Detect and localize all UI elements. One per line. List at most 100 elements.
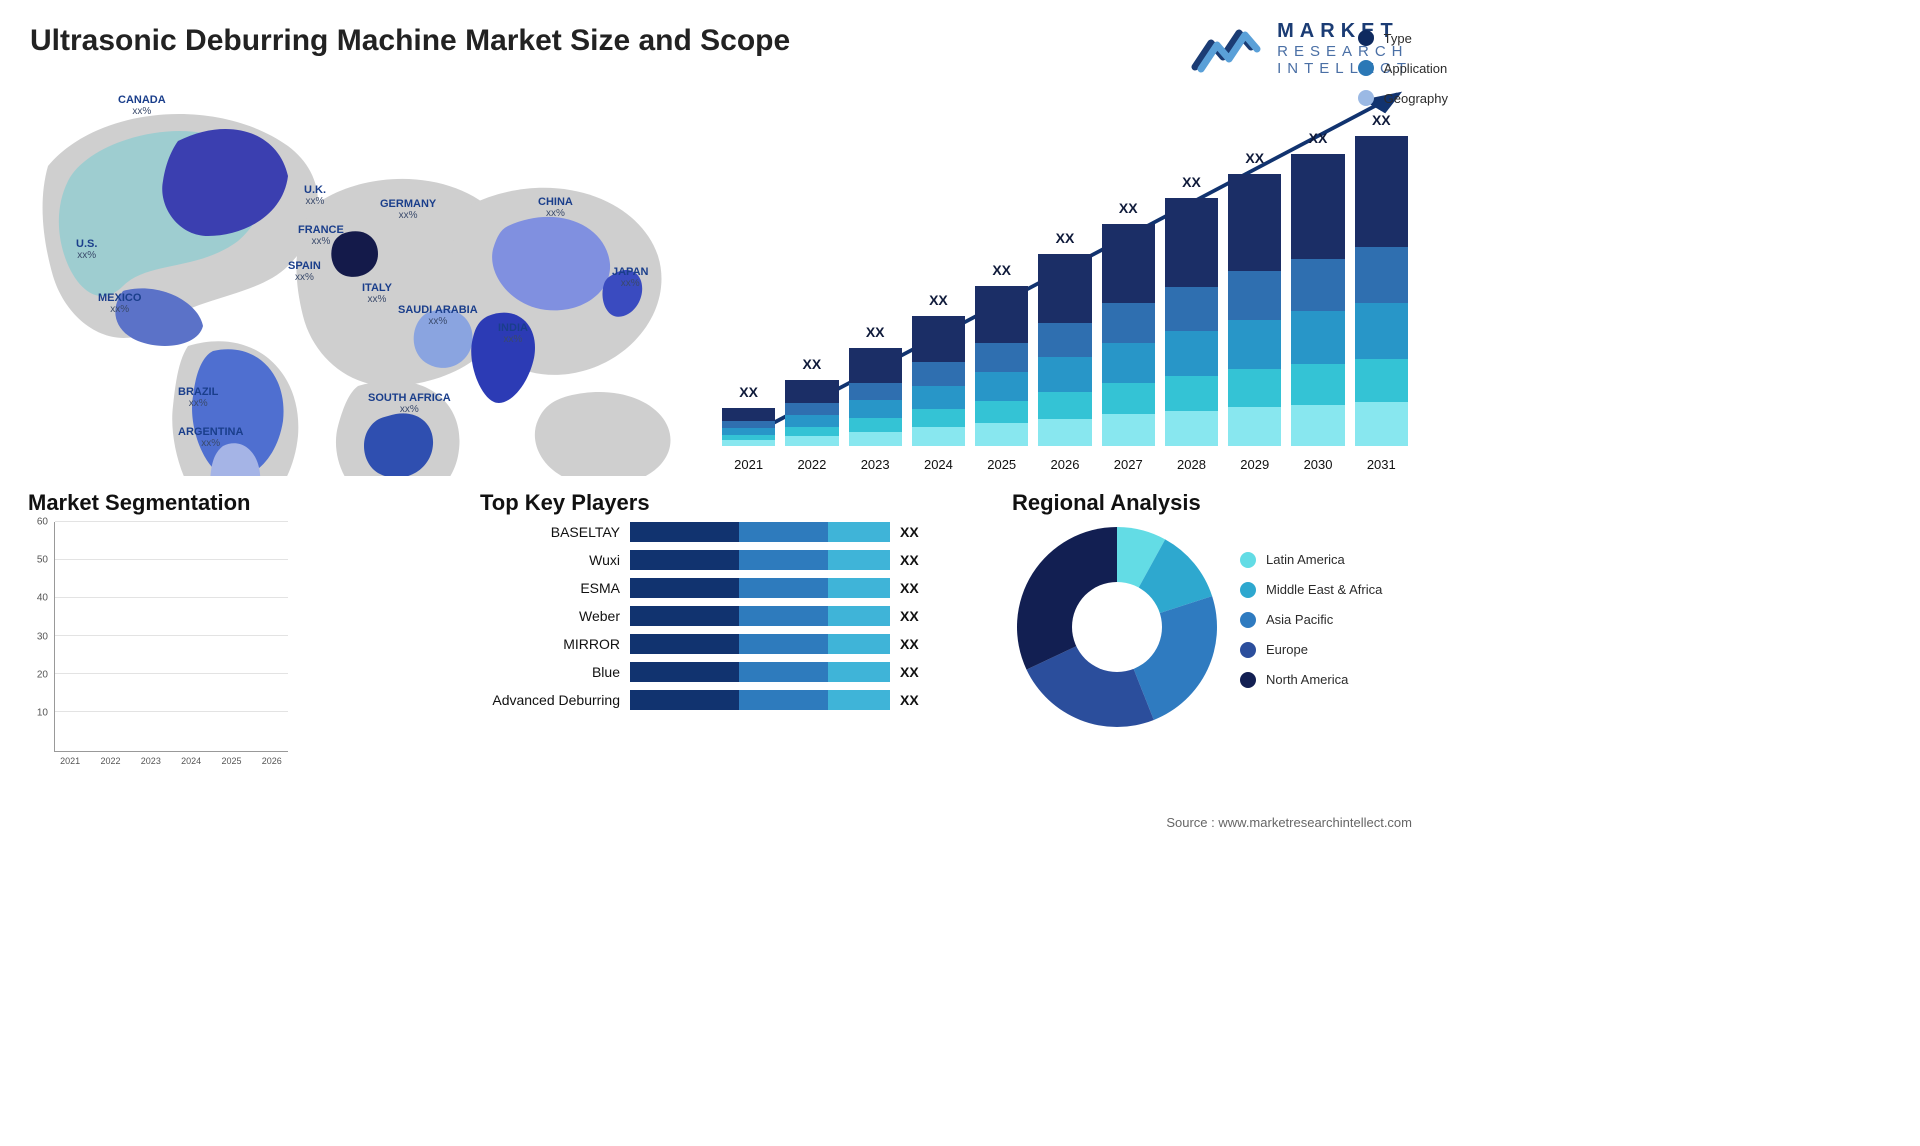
key-player-bar [630, 606, 890, 626]
growth-bar-segment [1291, 154, 1344, 259]
key-player-row: WeberXX [480, 606, 990, 626]
map-label: JAPANxx% [612, 266, 648, 289]
legend-swatch-icon [1358, 90, 1374, 106]
map-label: SPAINxx% [288, 260, 321, 283]
seg-y-tick: 10 [37, 708, 48, 719]
key-player-name: ESMA [480, 580, 630, 596]
key-player-bar-segment [739, 522, 827, 542]
legend-swatch-icon [1240, 642, 1256, 658]
growth-x-tick: 2031 [1355, 457, 1408, 472]
map-label: ARGENTINAxx% [178, 426, 243, 449]
key-player-value: XX [890, 636, 919, 652]
growth-bar-label: XX [1165, 174, 1218, 190]
growth-bar-segment [912, 427, 965, 445]
legend-label: Europe [1266, 642, 1308, 657]
brand-mark-icon [1191, 23, 1263, 75]
growth-bar-segment [1102, 224, 1155, 304]
growth-bar-segment [1355, 402, 1408, 445]
map-region-south-africa [364, 413, 433, 476]
segmentation-panel: Market Segmentation 102030405060 2021202… [28, 490, 458, 766]
growth-bar-segment [722, 440, 775, 445]
growth-bar-chart: XXXXXXXXXXXXXXXXXXXXXX 20212022202320242… [718, 86, 1412, 476]
growth-bar-segment [785, 415, 838, 427]
growth-bar-segment [1291, 311, 1344, 364]
key-player-bar-segment [828, 634, 890, 654]
key-player-bar-segment [630, 690, 739, 710]
seg-legend-item: Geography [1358, 90, 1448, 106]
map-label: CHINAxx% [538, 196, 573, 219]
growth-bar-segment [722, 428, 775, 435]
growth-bar: XX [1355, 136, 1408, 446]
legend-swatch-icon [1240, 672, 1256, 688]
growth-x-tick: 2023 [849, 457, 902, 472]
growth-bar-segment [1355, 303, 1408, 359]
legend-swatch-icon [1240, 612, 1256, 628]
growth-bar-segment [1165, 411, 1218, 446]
key-player-row: BlueXX [480, 662, 990, 682]
growth-bar-label: XX [1291, 130, 1344, 146]
growth-bar-segment [1038, 357, 1091, 392]
key-player-value: XX [890, 524, 919, 540]
growth-bar-segment [1102, 383, 1155, 414]
key-player-bar-segment [739, 662, 827, 682]
growth-bar: XX [722, 408, 775, 446]
growth-bar-segment [785, 380, 838, 404]
growth-bar-segment [1228, 271, 1281, 320]
legend-swatch-icon [1358, 30, 1374, 46]
map-label: ITALYxx% [362, 282, 392, 305]
growth-bar-segment [785, 403, 838, 415]
regional-legend-item: North America [1240, 672, 1382, 688]
key-player-row: ESMAXX [480, 578, 990, 598]
seg-y-tick: 60 [37, 516, 48, 527]
growth-bar-segment [1355, 359, 1408, 402]
key-player-bar-segment [630, 522, 739, 542]
key-player-row: Advanced DeburringXX [480, 690, 990, 710]
key-player-bar-segment [828, 578, 890, 598]
growth-x-tick: 2028 [1165, 457, 1218, 472]
regional-legend-item: Middle East & Africa [1240, 582, 1382, 598]
growth-bar-label: XX [975, 262, 1028, 278]
growth-bar-segment [1038, 254, 1091, 323]
growth-bar-segment [1102, 343, 1155, 383]
growth-bar: XX [1102, 224, 1155, 446]
growth-bar-segment [975, 423, 1028, 445]
growth-bar-segment [912, 409, 965, 427]
key-player-bar-segment [828, 522, 890, 542]
seg-x-tick: 2024 [175, 756, 207, 766]
world-map-icon [28, 86, 698, 476]
regional-donut-chart [1012, 522, 1222, 732]
growth-bar-segment [1228, 320, 1281, 369]
growth-x-tick: 2025 [975, 457, 1028, 472]
growth-bar: XX [975, 286, 1028, 446]
growth-bar-segment [1355, 136, 1408, 248]
map-label: CANADAxx% [118, 94, 166, 117]
growth-bar-label: XX [1228, 150, 1281, 166]
growth-bar-segment [1228, 369, 1281, 407]
growth-bar-segment [849, 400, 902, 418]
segmentation-legend: TypeApplicationGeography [1358, 30, 1448, 120]
growth-bar-segment [785, 436, 838, 445]
growth-bar: XX [849, 348, 902, 446]
key-players-panel: Top Key Players BASELTAYXXWuxiXXESMAXXWe… [480, 490, 990, 766]
key-player-bar [630, 578, 890, 598]
growth-bar-segment [785, 427, 838, 436]
legend-label: Latin America [1266, 552, 1345, 567]
key-player-name: MIRROR [480, 636, 630, 652]
key-player-bar-segment [828, 606, 890, 626]
growth-bar-segment [1165, 287, 1218, 332]
seg-y-tick: 20 [37, 669, 48, 680]
growth-bar-segment [722, 421, 775, 428]
growth-bar: XX [912, 316, 965, 446]
growth-bar-segment [1165, 331, 1218, 376]
growth-bar-label: XX [849, 324, 902, 340]
growth-bar-label: XX [785, 356, 838, 372]
header: Ultrasonic Deburring Machine Market Size… [28, 20, 1412, 78]
seg-y-tick: 40 [37, 593, 48, 604]
legend-swatch-icon [1358, 60, 1374, 76]
growth-bar-segment [1291, 364, 1344, 405]
growth-bar-segment [912, 316, 965, 363]
regional-panel: Regional Analysis Latin AmericaMiddle Ea… [1012, 490, 1412, 766]
key-player-value: XX [890, 608, 919, 624]
key-player-bar-segment [739, 606, 827, 626]
key-player-bar-segment [630, 578, 739, 598]
